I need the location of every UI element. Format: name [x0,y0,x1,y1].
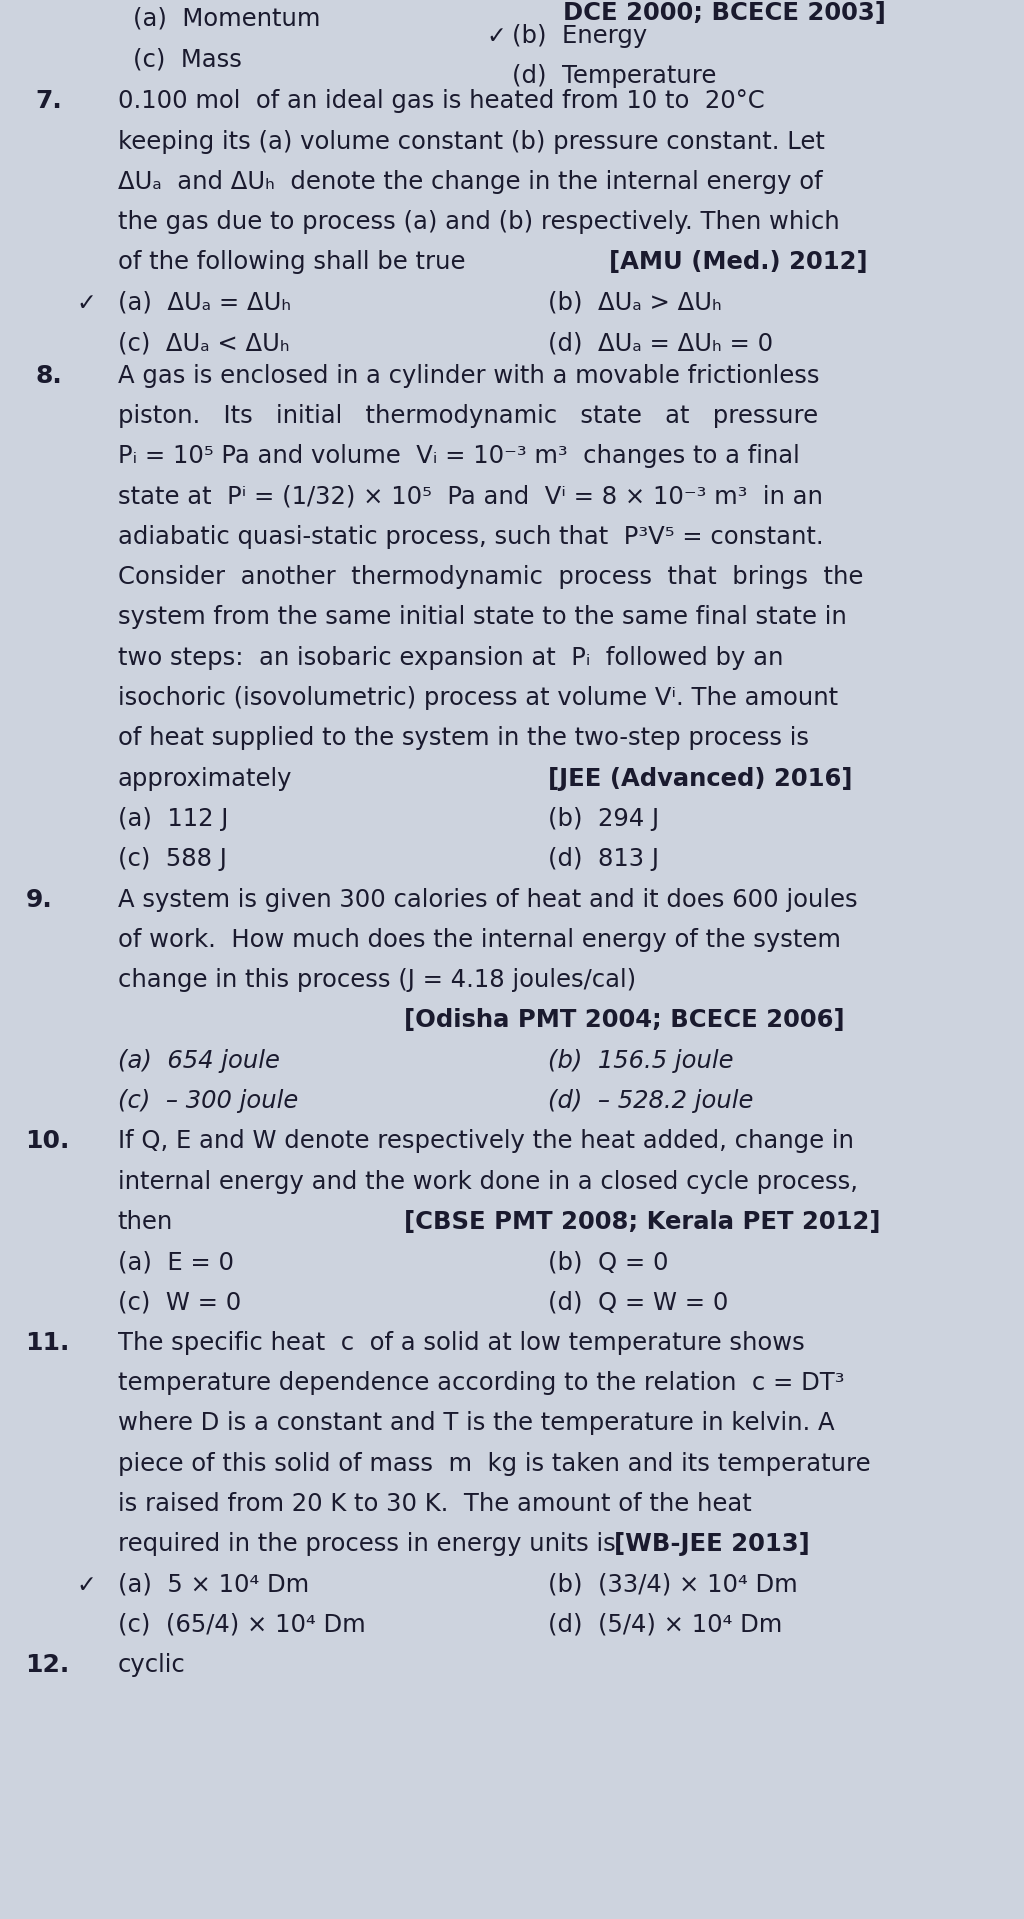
Text: (b)  156.5 joule: (b) 156.5 joule [548,1048,733,1073]
Text: Pᵢ = 10⁵ Pa and volume  Vᵢ = 10⁻³ m³  changes to a final: Pᵢ = 10⁵ Pa and volume Vᵢ = 10⁻³ m³ chan… [118,445,800,468]
Text: (b)  Energy: (b) Energy [512,23,647,48]
Text: system from the same initial state to the same final state in: system from the same initial state to th… [118,606,847,629]
Text: required in the process in energy units is: required in the process in energy units … [118,1531,615,1556]
Text: (c)  – 300 joule: (c) – 300 joule [118,1090,298,1113]
Text: (c)  ΔUₐ < ΔUₕ: (c) ΔUₐ < ΔUₕ [118,330,290,355]
Text: (a)  654 joule: (a) 654 joule [118,1048,280,1073]
Text: piece of this solid of mass  m  kg is taken and its temperature: piece of this solid of mass m kg is take… [118,1451,870,1476]
Text: (b)  (33/4) × 10⁴ Dm: (b) (33/4) × 10⁴ Dm [548,1574,798,1597]
Text: approximately: approximately [118,766,292,791]
Text: (a)  E = 0: (a) E = 0 [118,1251,233,1274]
Text: adiabatic quasi-static process, such that  P³V⁵ = constant.: adiabatic quasi-static process, such tha… [118,524,823,549]
Text: (c)  (65/4) × 10⁴ Dm: (c) (65/4) × 10⁴ Dm [118,1612,366,1637]
Text: the gas due to process (a) and (b) respectively. Then which: the gas due to process (a) and (b) respe… [118,211,840,234]
Text: [WB-JEE 2013]: [WB-JEE 2013] [614,1531,810,1556]
Text: 10.: 10. [26,1128,70,1153]
Text: Consider  another  thermodynamic  process  that  brings  the: Consider another thermodynamic process t… [118,564,863,589]
Text: keeping its (a) volume constant (b) pressure constant. Let: keeping its (a) volume constant (b) pres… [118,130,824,154]
Text: (d)  (5/4) × 10⁴ Dm: (d) (5/4) × 10⁴ Dm [548,1612,782,1637]
Text: 8.: 8. [36,363,62,388]
Text: then: then [118,1211,173,1234]
Text: A system is given 300 calories of heat and it does 600 joules: A system is given 300 calories of heat a… [118,887,857,912]
Text: (d)  Temperature: (d) Temperature [512,63,717,88]
Text: where D is a constant and T is the temperature in kelvin. A: where D is a constant and T is the tempe… [118,1412,835,1435]
Text: 9.: 9. [26,887,52,912]
Text: 11.: 11. [26,1332,70,1355]
Text: of heat supplied to the system in the two-step process is: of heat supplied to the system in the tw… [118,725,809,750]
Text: (c)  588 J: (c) 588 J [118,848,226,871]
Text: ✓: ✓ [486,23,506,48]
Text: 0.100 mol  of an ideal gas is heated from 10 to  20°C: 0.100 mol of an ideal gas is heated from… [118,88,765,113]
Text: (a)  Momentum: (a) Momentum [133,6,321,31]
Text: isochoric (isovolumetric) process at volume Vⁱ. The amount: isochoric (isovolumetric) process at vol… [118,687,838,710]
Text: (c)  W = 0: (c) W = 0 [118,1290,241,1315]
Text: ✓: ✓ [77,290,96,315]
Text: (b)  Q = 0: (b) Q = 0 [548,1251,669,1274]
Text: state at  Pⁱ = (1/32) × 10⁵  Pa and  Vⁱ = 8 × 10⁻³ m³  in an: state at Pⁱ = (1/32) × 10⁵ Pa and Vⁱ = 8… [118,484,822,509]
Text: (a)  ΔUₐ = ΔUₕ: (a) ΔUₐ = ΔUₕ [118,290,291,315]
Text: 12.: 12. [26,1652,70,1677]
Text: The specific heat  c  of a solid at low temperature shows: The specific heat c of a solid at low te… [118,1332,805,1355]
Text: of the following shall be true: of the following shall be true [118,249,465,274]
Text: piston.   Its   initial   thermodynamic   state   at   pressure: piston. Its initial thermodynamic state … [118,405,818,428]
Text: (b)  294 J: (b) 294 J [548,806,659,831]
Text: two steps:  an isobaric expansion at  Pᵢ  followed by an: two steps: an isobaric expansion at Pᵢ f… [118,645,783,670]
Text: (d)  ΔUₐ = ΔUₕ = 0: (d) ΔUₐ = ΔUₕ = 0 [548,330,773,355]
Text: If Q, E and W denote respectively the heat added, change in: If Q, E and W denote respectively the he… [118,1128,854,1153]
Text: ✓: ✓ [77,1574,96,1597]
Text: (d)  Q = W = 0: (d) Q = W = 0 [548,1290,728,1315]
Text: (d)  813 J: (d) 813 J [548,848,658,871]
Text: [AMU (Med.) 2012]: [AMU (Med.) 2012] [609,249,868,274]
Text: (b)  ΔUₐ > ΔUₕ: (b) ΔUₐ > ΔUₕ [548,290,722,315]
Text: change in this process (J = 4.18 joules/cal): change in this process (J = 4.18 joules/… [118,967,636,992]
Text: [JEE (Advanced) 2016]: [JEE (Advanced) 2016] [548,766,852,791]
Text: internal energy and the work done in a closed cycle process,: internal energy and the work done in a c… [118,1169,858,1194]
Text: (c)  Mass: (c) Mass [133,46,242,71]
Text: A gas is enclosed in a cylinder with a movable frictionless: A gas is enclosed in a cylinder with a m… [118,363,819,388]
Text: [CBSE PMT 2008; Kerala PET 2012]: [CBSE PMT 2008; Kerala PET 2012] [404,1211,881,1234]
Text: (a)  5 × 10⁴ Dm: (a) 5 × 10⁴ Dm [118,1574,309,1597]
Text: of work.  How much does the internal energy of the system: of work. How much does the internal ener… [118,929,841,952]
Text: DCE 2000; BCECE 2003]: DCE 2000; BCECE 2003] [563,0,886,25]
Text: [Odisha PMT 2004; BCECE 2006]: [Odisha PMT 2004; BCECE 2006] [404,1009,845,1032]
Text: temperature dependence according to the relation  c = DT³: temperature dependence according to the … [118,1370,844,1395]
Text: (d)  – 528.2 joule: (d) – 528.2 joule [548,1090,754,1113]
Text: cyclic: cyclic [118,1652,185,1677]
Text: ΔUₐ  and ΔUₕ  denote the change in the internal energy of: ΔUₐ and ΔUₕ denote the change in the int… [118,169,822,194]
Text: (a)  112 J: (a) 112 J [118,806,228,831]
Text: is raised from 20 K to 30 K.  The amount of the heat: is raised from 20 K to 30 K. The amount … [118,1493,752,1516]
Text: 7.: 7. [36,88,62,113]
